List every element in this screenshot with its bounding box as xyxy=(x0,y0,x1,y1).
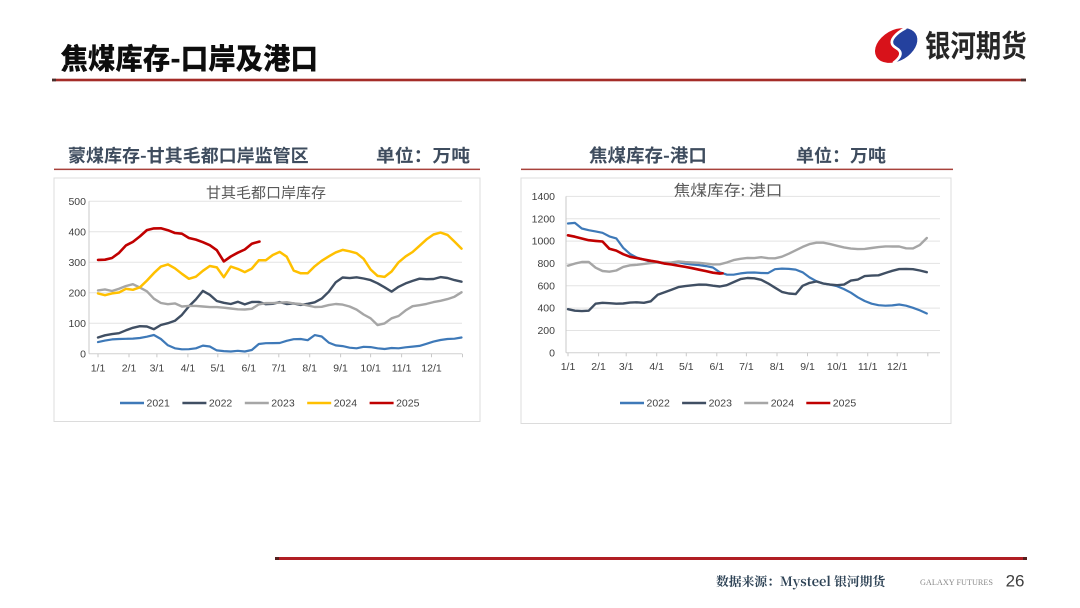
svg-text:2022: 2022 xyxy=(647,398,671,410)
svg-text:300: 300 xyxy=(68,257,86,269)
svg-text:1000: 1000 xyxy=(532,236,556,248)
svg-text:GALAXY FUTURES: GALAXY FUTURES xyxy=(920,578,993,587)
svg-text:26: 26 xyxy=(1006,572,1025,591)
svg-text:10/1: 10/1 xyxy=(360,363,381,375)
svg-text:2/1: 2/1 xyxy=(122,363,137,375)
svg-text:11/1: 11/1 xyxy=(858,361,878,373)
svg-text:5/1: 5/1 xyxy=(679,361,694,373)
svg-text:0: 0 xyxy=(549,347,555,359)
svg-text:4/1: 4/1 xyxy=(649,361,664,373)
svg-text:600: 600 xyxy=(537,280,555,292)
svg-text:0: 0 xyxy=(80,348,86,360)
svg-text:400: 400 xyxy=(537,303,555,315)
svg-text:8/1: 8/1 xyxy=(770,361,785,373)
svg-text:11/1: 11/1 xyxy=(392,363,412,375)
svg-text:200: 200 xyxy=(537,325,555,337)
svg-text:9/1: 9/1 xyxy=(800,361,815,373)
svg-text:3/1: 3/1 xyxy=(150,363,165,375)
svg-text:12/1: 12/1 xyxy=(887,361,908,373)
svg-text:2025: 2025 xyxy=(833,398,857,410)
svg-text:1/1: 1/1 xyxy=(91,363,106,375)
svg-text:9/1: 9/1 xyxy=(333,363,348,375)
svg-text:2023: 2023 xyxy=(271,398,295,410)
svg-text:7/1: 7/1 xyxy=(271,363,286,375)
svg-text:400: 400 xyxy=(68,226,86,238)
svg-text:8/1: 8/1 xyxy=(302,363,317,375)
svg-text:500: 500 xyxy=(68,196,86,208)
svg-text:7/1: 7/1 xyxy=(739,361,754,373)
svg-text:2/1: 2/1 xyxy=(591,361,606,373)
svg-text:200: 200 xyxy=(68,287,86,299)
svg-text:2021: 2021 xyxy=(147,398,171,410)
svg-text:800: 800 xyxy=(537,258,555,270)
svg-text:2025: 2025 xyxy=(396,398,420,410)
svg-text:12/1: 12/1 xyxy=(421,363,442,375)
svg-text:2024: 2024 xyxy=(334,398,358,410)
svg-text:6/1: 6/1 xyxy=(709,361,724,373)
svg-text:2024: 2024 xyxy=(771,398,795,410)
svg-text:5/1: 5/1 xyxy=(210,363,225,375)
svg-text:4/1: 4/1 xyxy=(181,363,196,375)
svg-text:2023: 2023 xyxy=(709,398,733,410)
svg-text:1200: 1200 xyxy=(532,213,556,225)
svg-text:10/1: 10/1 xyxy=(827,361,848,373)
svg-text:1400: 1400 xyxy=(532,191,556,203)
svg-text:1/1: 1/1 xyxy=(561,361,576,373)
svg-text:2022: 2022 xyxy=(209,398,233,410)
svg-text:6/1: 6/1 xyxy=(241,363,256,375)
svg-text:100: 100 xyxy=(68,318,86,330)
svg-text:3/1: 3/1 xyxy=(619,361,634,373)
